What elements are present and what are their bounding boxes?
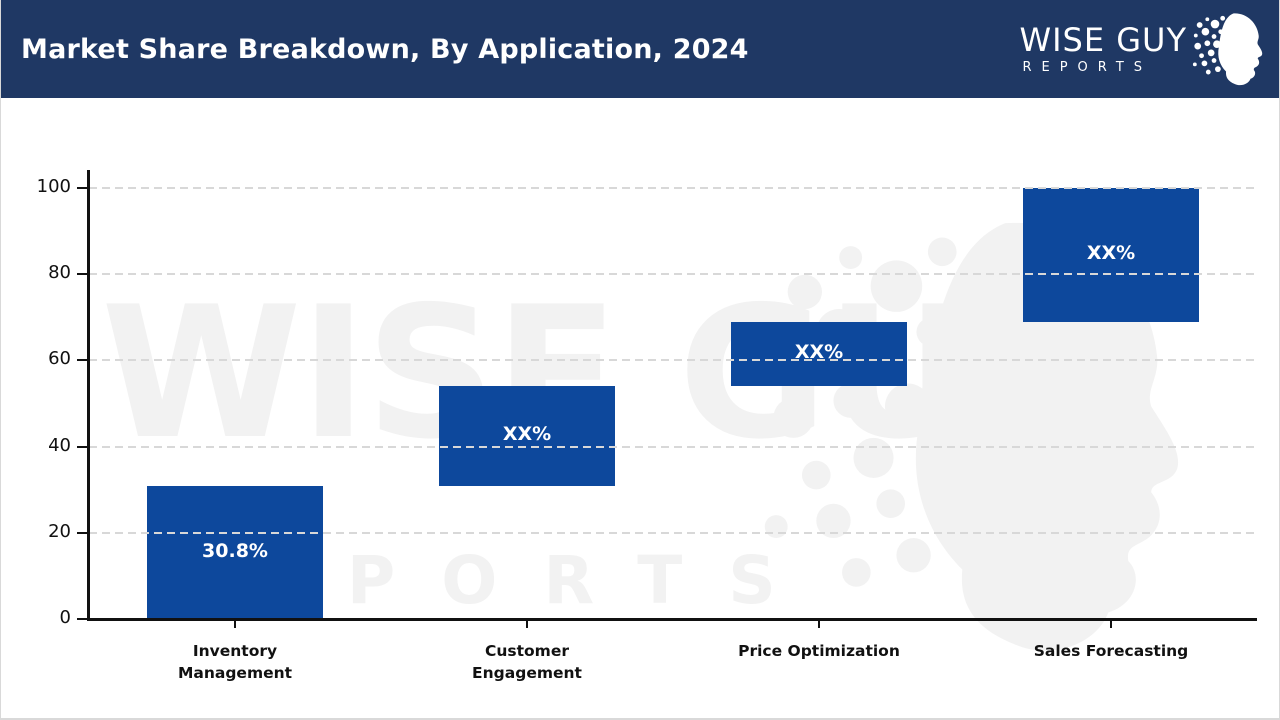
y-tick	[77, 531, 87, 534]
y-tick	[77, 618, 87, 620]
category-label: Price Optimization	[738, 642, 900, 660]
bar-value-label: 30.8%	[202, 539, 268, 562]
y-tick-label: 0	[59, 607, 71, 628]
category-label: Inventory Management	[177, 642, 293, 683]
x-tick	[1110, 619, 1112, 628]
y-axis-line	[87, 170, 90, 620]
y-tick-label: 60	[48, 348, 71, 370]
y-tick-label: 40	[48, 434, 71, 456]
y-tick	[77, 445, 87, 448]
y-tick	[77, 273, 87, 276]
gridline-60	[89, 359, 1257, 362]
logo-text: WISE GUY REPORTS	[1019, 24, 1187, 75]
page-title: Market Share Breakdown, By Application, …	[21, 33, 749, 65]
category-label: Sales Forecasting	[1033, 642, 1189, 660]
bar-3	[731, 321, 907, 387]
y-tick-label: 100	[36, 176, 71, 197]
x-tick	[526, 619, 528, 628]
gridline-40	[89, 445, 1257, 448]
y-tick	[77, 359, 87, 362]
x-tick	[234, 619, 236, 628]
y-tick-label: 80	[48, 262, 71, 284]
x-axis-line	[87, 618, 1257, 621]
bar-value-label: XX%	[1086, 241, 1136, 264]
y-tick	[77, 187, 87, 189]
gridline-100	[89, 187, 1257, 189]
logo-sub-wordmark: REPORTS	[1022, 59, 1153, 75]
wiseguy-face-icon	[1192, 13, 1263, 86]
bar-value-label: XX%	[794, 340, 844, 363]
wiseguy-logo: WISE GUY REPORTS	[1019, 9, 1263, 89]
logo-wordmark: WISE GUY	[1019, 20, 1187, 59]
y-tick-label: 20	[48, 520, 71, 542]
category-label: Customer Engagement	[472, 642, 582, 683]
gridline-80	[89, 273, 1257, 276]
bar-value-label: XX%	[502, 423, 552, 446]
bar-1	[147, 486, 323, 619]
header-bar: Market Share Breakdown, By Application, …	[1, 0, 1279, 98]
x-tick	[818, 619, 820, 628]
bar-4	[1023, 188, 1199, 322]
watermark-face-icon	[764, 222, 1179, 651]
bar-2	[439, 386, 615, 487]
gridline-20	[89, 531, 1257, 534]
